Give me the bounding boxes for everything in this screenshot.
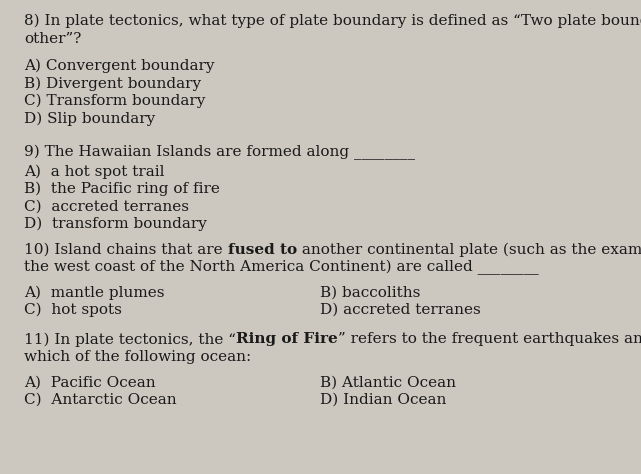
Text: D) Slip boundary: D) Slip boundary <box>24 111 156 126</box>
Text: D) Indian Ocean: D) Indian Ocean <box>320 393 447 407</box>
Text: other”?: other”? <box>24 31 82 46</box>
Text: C)  hot spots: C) hot spots <box>24 303 122 318</box>
Text: A)  a hot spot trail: A) a hot spot trail <box>24 164 165 179</box>
Text: another continental plate (such as the example of certain areas along: another continental plate (such as the e… <box>297 243 641 257</box>
Text: 11) In plate tectonics, the “: 11) In plate tectonics, the “ <box>24 332 237 347</box>
Text: B) Divergent boundary: B) Divergent boundary <box>24 76 201 91</box>
Text: A) Convergent boundary: A) Convergent boundary <box>24 59 215 73</box>
Text: the west coast of the North America Continent) are called ________: the west coast of the North America Cont… <box>24 260 539 275</box>
Text: D) accreted terranes: D) accreted terranes <box>320 303 481 317</box>
Text: C) Transform boundary: C) Transform boundary <box>24 94 206 109</box>
Text: ” refers to the frequent earthquakes and volcanoes occurring in: ” refers to the frequent earthquakes and… <box>338 332 641 346</box>
Text: B) baccoliths: B) baccoliths <box>320 285 421 300</box>
Text: 9) The Hawaiian Islands are formed along ________: 9) The Hawaiian Islands are formed along… <box>24 145 415 160</box>
Text: C)  accreted terranes: C) accreted terranes <box>24 200 189 213</box>
Text: B)  the Pacific ring of fire: B) the Pacific ring of fire <box>24 182 221 196</box>
Text: 10) Island chains that are: 10) Island chains that are <box>24 243 228 256</box>
Text: 8) In plate tectonics, what type of plate boundary is defined as “Two plate boun: 8) In plate tectonics, what type of plat… <box>24 14 641 28</box>
Text: A)  mantle plumes: A) mantle plumes <box>24 285 165 300</box>
Text: B) Atlantic Ocean: B) Atlantic Ocean <box>320 375 456 390</box>
Text: C)  Antarctic Ocean: C) Antarctic Ocean <box>24 393 177 407</box>
Text: Ring of Fire: Ring of Fire <box>237 332 338 346</box>
Text: fused to: fused to <box>228 243 297 256</box>
Text: D)  transform boundary: D) transform boundary <box>24 217 207 231</box>
Text: A)  Pacific Ocean: A) Pacific Ocean <box>24 375 156 390</box>
Text: which of the following ocean:: which of the following ocean: <box>24 350 252 364</box>
